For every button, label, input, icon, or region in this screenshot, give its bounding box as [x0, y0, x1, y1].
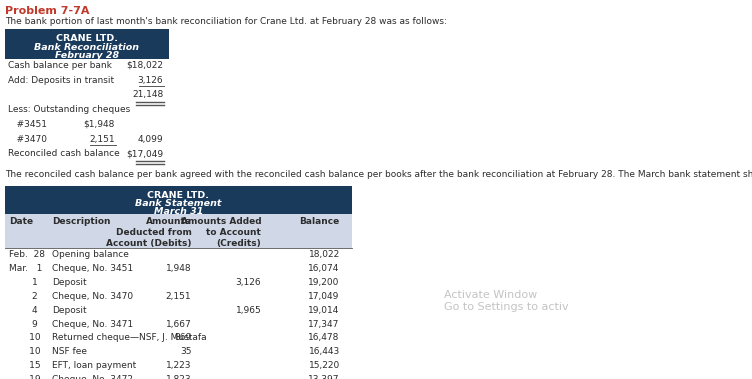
Text: Problem 7-7A: Problem 7-7A [5, 6, 89, 16]
Text: Feb.  28: Feb. 28 [9, 250, 45, 259]
Text: Amounts Added
to Account
(Credits): Amounts Added to Account (Credits) [180, 217, 262, 248]
Text: 16,074: 16,074 [308, 264, 340, 273]
Text: Date: Date [9, 217, 33, 226]
Text: Cheque, No. 3471: Cheque, No. 3471 [53, 319, 133, 329]
Text: 1,948: 1,948 [166, 264, 192, 273]
Text: 17,347: 17,347 [308, 319, 340, 329]
Text: 4: 4 [9, 305, 38, 315]
Text: Mar.   1: Mar. 1 [9, 264, 43, 273]
Text: NSF fee: NSF fee [53, 347, 87, 356]
Text: Returned cheque—NSF, J. Mustafa: Returned cheque—NSF, J. Mustafa [53, 334, 207, 342]
Text: 3,126: 3,126 [235, 278, 262, 287]
Text: Cash balance per bank: Cash balance per bank [8, 61, 112, 70]
Text: CRANE LTD.: CRANE LTD. [56, 34, 118, 43]
Text: 15: 15 [9, 361, 41, 370]
Text: Amounts
Deducted from
Account (Debits): Amounts Deducted from Account (Debits) [106, 217, 192, 248]
Text: 4,099: 4,099 [138, 135, 163, 144]
Text: 21,148: 21,148 [132, 91, 163, 99]
Text: Bank Reconciliation: Bank Reconciliation [35, 42, 139, 52]
Text: 3,126: 3,126 [138, 76, 163, 85]
Text: 18,022: 18,022 [308, 250, 340, 259]
Text: Balance: Balance [299, 217, 340, 226]
Text: 1,965: 1,965 [235, 305, 262, 315]
Text: 19: 19 [9, 375, 41, 379]
Text: 1,223: 1,223 [166, 361, 192, 370]
Text: $1,948: $1,948 [83, 120, 115, 129]
Text: Cheque, No. 3472: Cheque, No. 3472 [53, 375, 133, 379]
Text: $17,049: $17,049 [126, 149, 163, 158]
FancyBboxPatch shape [5, 186, 351, 215]
Text: 869: 869 [174, 334, 192, 342]
Text: Cheque, No. 3451: Cheque, No. 3451 [53, 264, 133, 273]
Text: 16,443: 16,443 [308, 347, 340, 356]
Text: 15,220: 15,220 [308, 361, 340, 370]
Text: 9: 9 [9, 319, 38, 329]
Text: February 28: February 28 [55, 51, 119, 60]
FancyBboxPatch shape [5, 215, 351, 248]
Text: 17,049: 17,049 [308, 292, 340, 301]
Text: Cheque, No. 3470: Cheque, No. 3470 [53, 292, 133, 301]
Text: #3470: #3470 [8, 135, 47, 144]
Text: Add: Deposits in transit: Add: Deposits in transit [8, 76, 114, 85]
Text: 19,200: 19,200 [308, 278, 340, 287]
Text: 13,397: 13,397 [308, 375, 340, 379]
Text: Bank Statement: Bank Statement [135, 199, 222, 208]
Text: 10: 10 [9, 347, 41, 356]
Text: The bank portion of last month's bank reconciliation for Crane Ltd. at February : The bank portion of last month's bank re… [5, 17, 447, 26]
Text: Activate Window
Go to Settings to activ: Activate Window Go to Settings to activ [444, 290, 569, 312]
Text: Opening balance: Opening balance [53, 250, 129, 259]
Text: 2: 2 [9, 292, 38, 301]
Text: The reconciled cash balance per bank agreed with the reconciled cash balance per: The reconciled cash balance per bank agr… [5, 169, 752, 179]
Text: 1,823: 1,823 [166, 375, 192, 379]
Text: 10: 10 [9, 334, 41, 342]
Text: CRANE LTD.: CRANE LTD. [147, 191, 209, 200]
Text: EFT, loan payment: EFT, loan payment [53, 361, 137, 370]
Text: Deposit: Deposit [53, 278, 87, 287]
Text: $18,022: $18,022 [126, 61, 163, 70]
Text: 2,151: 2,151 [166, 292, 192, 301]
Text: Reconciled cash balance: Reconciled cash balance [8, 149, 120, 158]
Text: March 31: March 31 [153, 207, 203, 216]
Text: 35: 35 [180, 347, 192, 356]
FancyBboxPatch shape [5, 29, 168, 59]
Text: 2,151: 2,151 [89, 135, 115, 144]
Text: 16,478: 16,478 [308, 334, 340, 342]
Text: Description: Description [53, 217, 111, 226]
Text: 19,014: 19,014 [308, 305, 340, 315]
Text: 1: 1 [9, 278, 38, 287]
Text: 1,667: 1,667 [165, 319, 192, 329]
Text: Deposit: Deposit [53, 305, 87, 315]
Text: #3451: #3451 [8, 120, 47, 129]
Text: Less: Outstanding cheques: Less: Outstanding cheques [8, 105, 130, 114]
